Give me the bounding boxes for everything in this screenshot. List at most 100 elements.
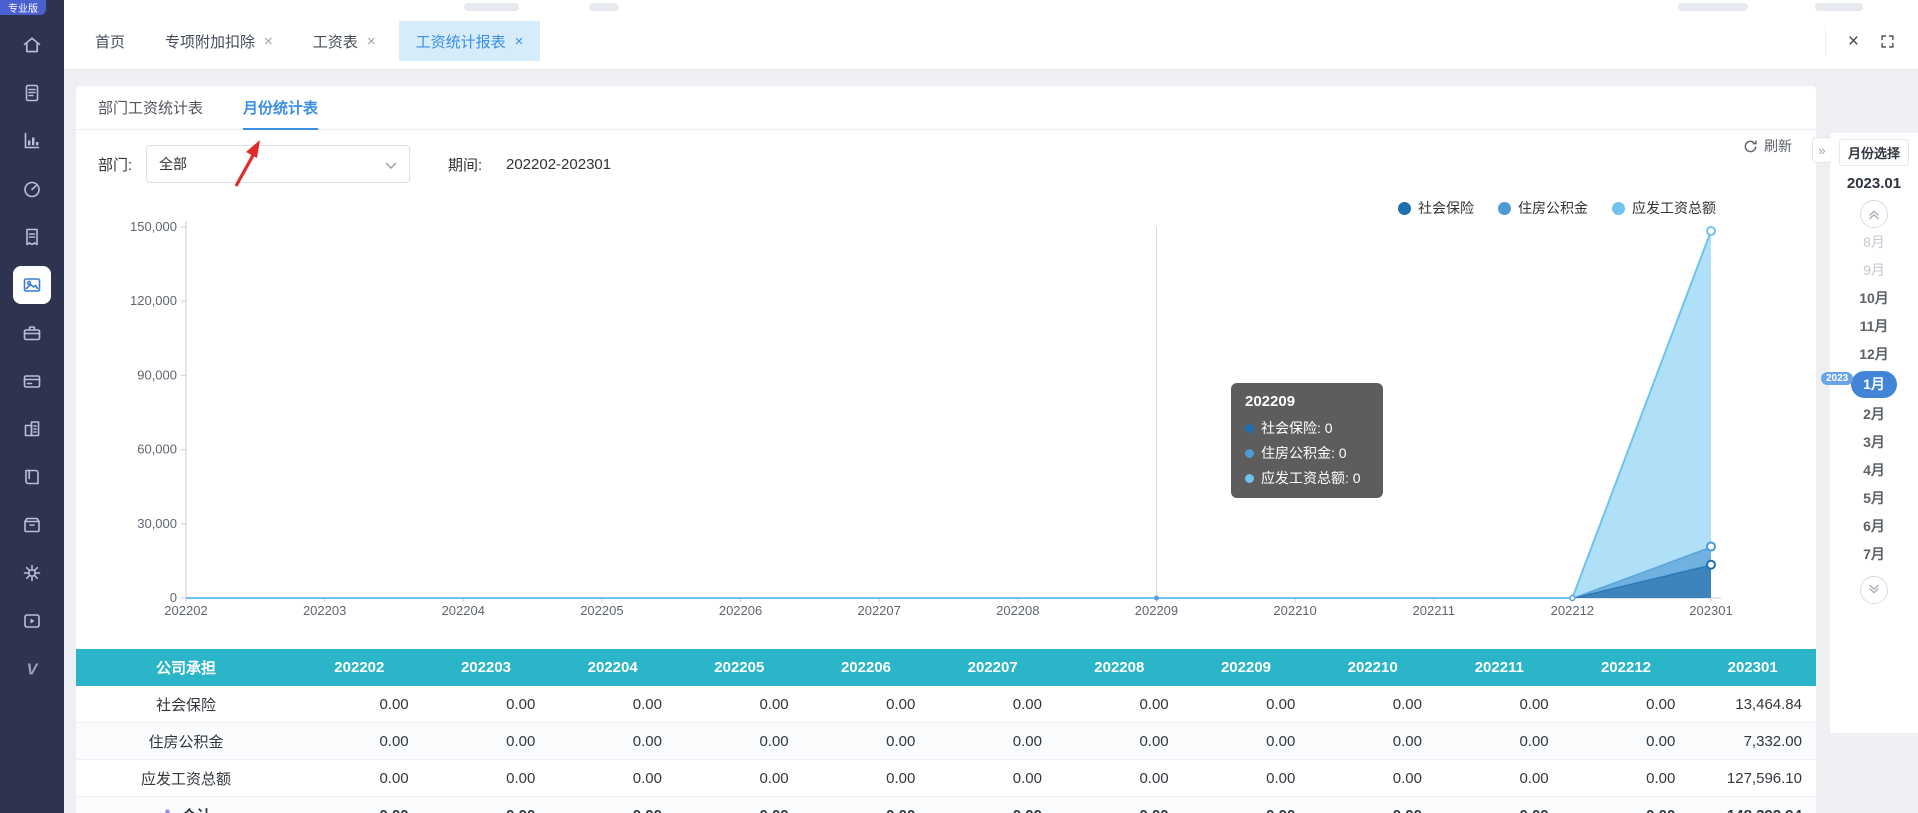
table-header-row: 公司承担 202202 202203 202204 202205 202206 202207… [76,649,1816,686]
refresh-button[interactable]: 刷新 [1743,136,1792,156]
table-cell: 0.00 [1182,760,1310,797]
legend-item[interactable]: 应发工资总额 [1612,198,1716,218]
tab-label: 工资统计报表 [415,33,506,51]
svg-text:150,000: 150,000 [130,219,177,234]
subtab-monthly-statistics[interactable]: 月份统计表 [243,86,319,130]
table-cell: 0.00 [1309,760,1436,797]
tooltip-row: 应发工资总额: 0 [1245,468,1369,488]
svg-text:202202: 202202 [164,603,207,618]
sidebar-item-v-logo[interactable]: V [13,650,51,688]
sidebar-item-play[interactable] [13,602,51,640]
sidebar-item-briefcase[interactable] [13,314,51,352]
month-item[interactable]: 2月 [1863,406,1885,422]
tab-label: 首页 [95,33,126,51]
table-header-cell: 202204 [587,659,638,676]
tooltip-rows: 社会保险: 0 住房公积金: 0 应发工资总额: 0 [1245,418,1369,488]
table-cell: 0.00 [549,686,676,723]
month-item[interactable]: 3月 [1863,434,1885,450]
svg-text:V: V [27,662,39,679]
department-select-value: 全部 [159,156,187,172]
svg-text:202209: 202209 [1135,603,1178,618]
briefcase-icon [21,322,43,344]
table-cell: 0.00 [422,797,550,813]
month-item[interactable]: 5月 [1863,490,1885,506]
sidebar-item-bank-card[interactable] [13,362,51,400]
month-item[interactable]: 12月 [1859,346,1889,362]
legend-item[interactable]: 社会保险 [1398,198,1474,218]
table-header-cell: 202206 [840,659,892,676]
tab-bar: 首页 专项附加扣除 × 工资表 × 工资统计报表 × × [64,13,1918,70]
refresh-icon [1744,140,1757,152]
subtab-label: 月份统计表 [243,100,319,117]
sidebar-item-book[interactable] [13,458,51,496]
month-item[interactable]: 9月 [1863,262,1885,278]
row-label-text: 住房公积金 [148,733,224,751]
tab-close-icon[interactable]: × [366,32,376,50]
sidebar-item-picture[interactable] [13,266,51,304]
table-cell: 0.00 [675,686,803,723]
sidebar-item-document[interactable] [13,74,51,112]
tooltip-row: 社会保险: 0 [1245,418,1369,438]
subtab-department-salary[interactable]: 部门工资统计表 [98,86,203,130]
tooltip-dot-icon [1245,423,1254,433]
close-all-tabs-icon[interactable]: × [1847,30,1859,52]
sidebar-item-home[interactable] [13,26,51,64]
document-icon [21,82,43,104]
tab-close-icon[interactable]: × [514,32,524,50]
table-header-cell: 202203 [460,659,512,676]
sidebar-item-invoice[interactable] [13,218,51,256]
table-cell: 0.00 [1309,797,1436,813]
fullscreen-icon[interactable] [1879,33,1896,50]
month-item[interactable]: 8月 [1863,234,1885,250]
salary-stacked-area-chart[interactable]: 0 30,000 60,000 90,000 120,000 150,000 202202 2… [76,211,1816,641]
tab-label: 工资表 [312,33,358,51]
svg-text:0: 0 [170,590,177,605]
invoice-icon [21,226,43,248]
table-cell: 7,332.00 [1689,723,1816,760]
svg-text:202301: 202301 [1689,603,1732,618]
svg-text:202205: 202205 [580,603,623,618]
tab-item[interactable]: 专项附加扣除 × [148,21,290,61]
filter-row: 部门: 全部 期间: 202202-202301 [76,142,1816,186]
month-item[interactable]: 11月 [1859,318,1889,334]
scroll-up-button[interactable] [1860,200,1888,228]
tab-item[interactable]: 工资统计报表 × [398,21,541,61]
tooltip-row-text: 社会保险: 0 [1261,420,1333,436]
month-item[interactable]: 4月 [1863,462,1885,478]
sidebar-item-gear[interactable] [13,554,51,592]
tooltip-dot-icon [1245,473,1254,483]
table-cell: 127,596.10 [1689,760,1816,797]
svg-text:202206: 202206 [719,603,762,618]
sidebar-item-building[interactable] [13,410,51,448]
building-icon [21,418,43,440]
tooltip-dot-icon [1245,448,1254,458]
svg-text:60,000: 60,000 [137,442,177,457]
bar-chart-icon [21,130,43,152]
chevron-down-icon [385,156,397,172]
table-header-cell: 202207 [967,659,1018,676]
table-header-cell: 公司承担 [155,660,216,677]
month-list: 8月 9月 10月 11月 12月 2023 1月 2月 3月 4月 5月 6月 7月 [1821,228,1918,568]
table-cell: 0.00 [929,797,1056,813]
tab-label: 专项附加扣除 [165,33,256,51]
tab-item[interactable]: 首页 [78,21,142,61]
month-item[interactable]: 7月 [1863,546,1885,562]
sidebar-item-archive-box[interactable] [13,506,51,544]
month-panel-collapse-handle[interactable]: » [1812,137,1831,163]
scroll-down-button[interactable] [1860,576,1888,604]
table-cell: 0.00 [296,723,423,760]
month-item[interactable]: 6月 [1863,518,1885,534]
tab-item[interactable]: 工资表 × [296,21,393,61]
row-label: 合计 [76,797,296,813]
table-cell: 0.00 [1055,686,1183,723]
month-item[interactable]: 2023 1月 [1821,368,1918,400]
department-select[interactable]: 全部 [146,145,410,183]
tab-close-icon[interactable]: × [264,32,273,50]
svg-text:202211: 202211 [1413,603,1455,618]
month-item[interactable]: 10月 [1859,290,1889,306]
svg-text:202207: 202207 [857,603,900,618]
legend-item[interactable]: 住房公积金 [1498,198,1588,218]
sidebar-item-bar-chart[interactable] [13,122,51,160]
svg-text:30,000: 30,000 [137,516,177,531]
sidebar-item-gauge[interactable] [13,170,51,208]
